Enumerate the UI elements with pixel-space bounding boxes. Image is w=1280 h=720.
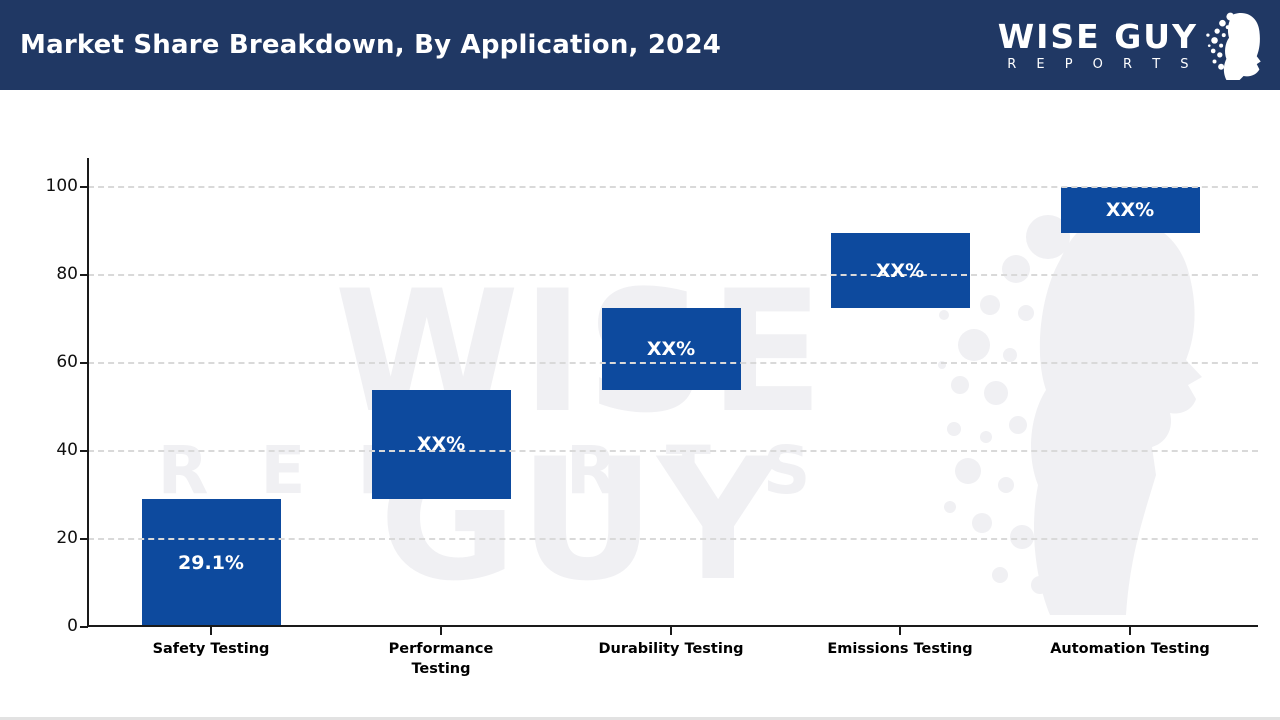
bar-segment	[141, 498, 281, 627]
x-tick-mark	[899, 627, 901, 635]
y-tick-mark-0	[80, 626, 88, 628]
bar-value-label: XX%	[1105, 199, 1155, 222]
x-category-label: Performance Testing	[388, 641, 494, 677]
bar-segment	[371, 389, 511, 499]
bar-value-label: XX%	[646, 337, 696, 360]
x-category-label: Safety Testing	[152, 641, 270, 657]
y-tick-label-40: 40	[56, 440, 78, 460]
x-category-label: Automation Testing	[1050, 641, 1210, 657]
y-tick-mark-40	[80, 450, 88, 452]
header-bar: Market Share Breakdown, By Application, …	[0, 0, 1280, 90]
logo-face-icon	[1206, 12, 1261, 80]
x-tick-mark	[210, 627, 212, 635]
bar-segment	[1060, 187, 1200, 234]
x-tick-mark	[440, 627, 442, 635]
logo-subtext: R E P O R T S	[1007, 56, 1197, 72]
y-tick-label-20: 20	[56, 528, 78, 548]
x-tick-mark	[670, 627, 672, 635]
y-tick-label-100: 100	[45, 176, 78, 196]
y-tick-mark-20	[80, 538, 88, 540]
bar-segment	[830, 233, 970, 308]
x-category-label: Durability Testing	[598, 641, 744, 657]
bar-value-label: 29.1%	[178, 551, 244, 574]
x-axis-spine	[87, 625, 1258, 627]
x-tick-mark	[1129, 627, 1131, 635]
bar-value-label: XX%	[416, 433, 466, 456]
bar-segment	[601, 308, 741, 390]
y-tick-label-80: 80	[56, 264, 78, 284]
y-axis-spine	[87, 158, 89, 627]
page-title: Market Share Breakdown, By Application, …	[20, 30, 722, 60]
x-category-label: Emissions Testing	[827, 641, 973, 657]
y-tick-mark-60	[80, 362, 88, 364]
bar-value-label: XX%	[875, 259, 925, 282]
watermark-face-icon	[938, 215, 1202, 615]
logo-wordmark: WISE GUY	[997, 16, 1198, 56]
y-tick-label-60: 60	[56, 352, 78, 372]
y-tick-mark-80	[80, 274, 88, 276]
y-tick-label-0: 0	[67, 616, 78, 636]
brand-logo: WISE GUY R E P O R T S	[998, 8, 1266, 82]
y-tick-mark-100	[80, 186, 88, 188]
